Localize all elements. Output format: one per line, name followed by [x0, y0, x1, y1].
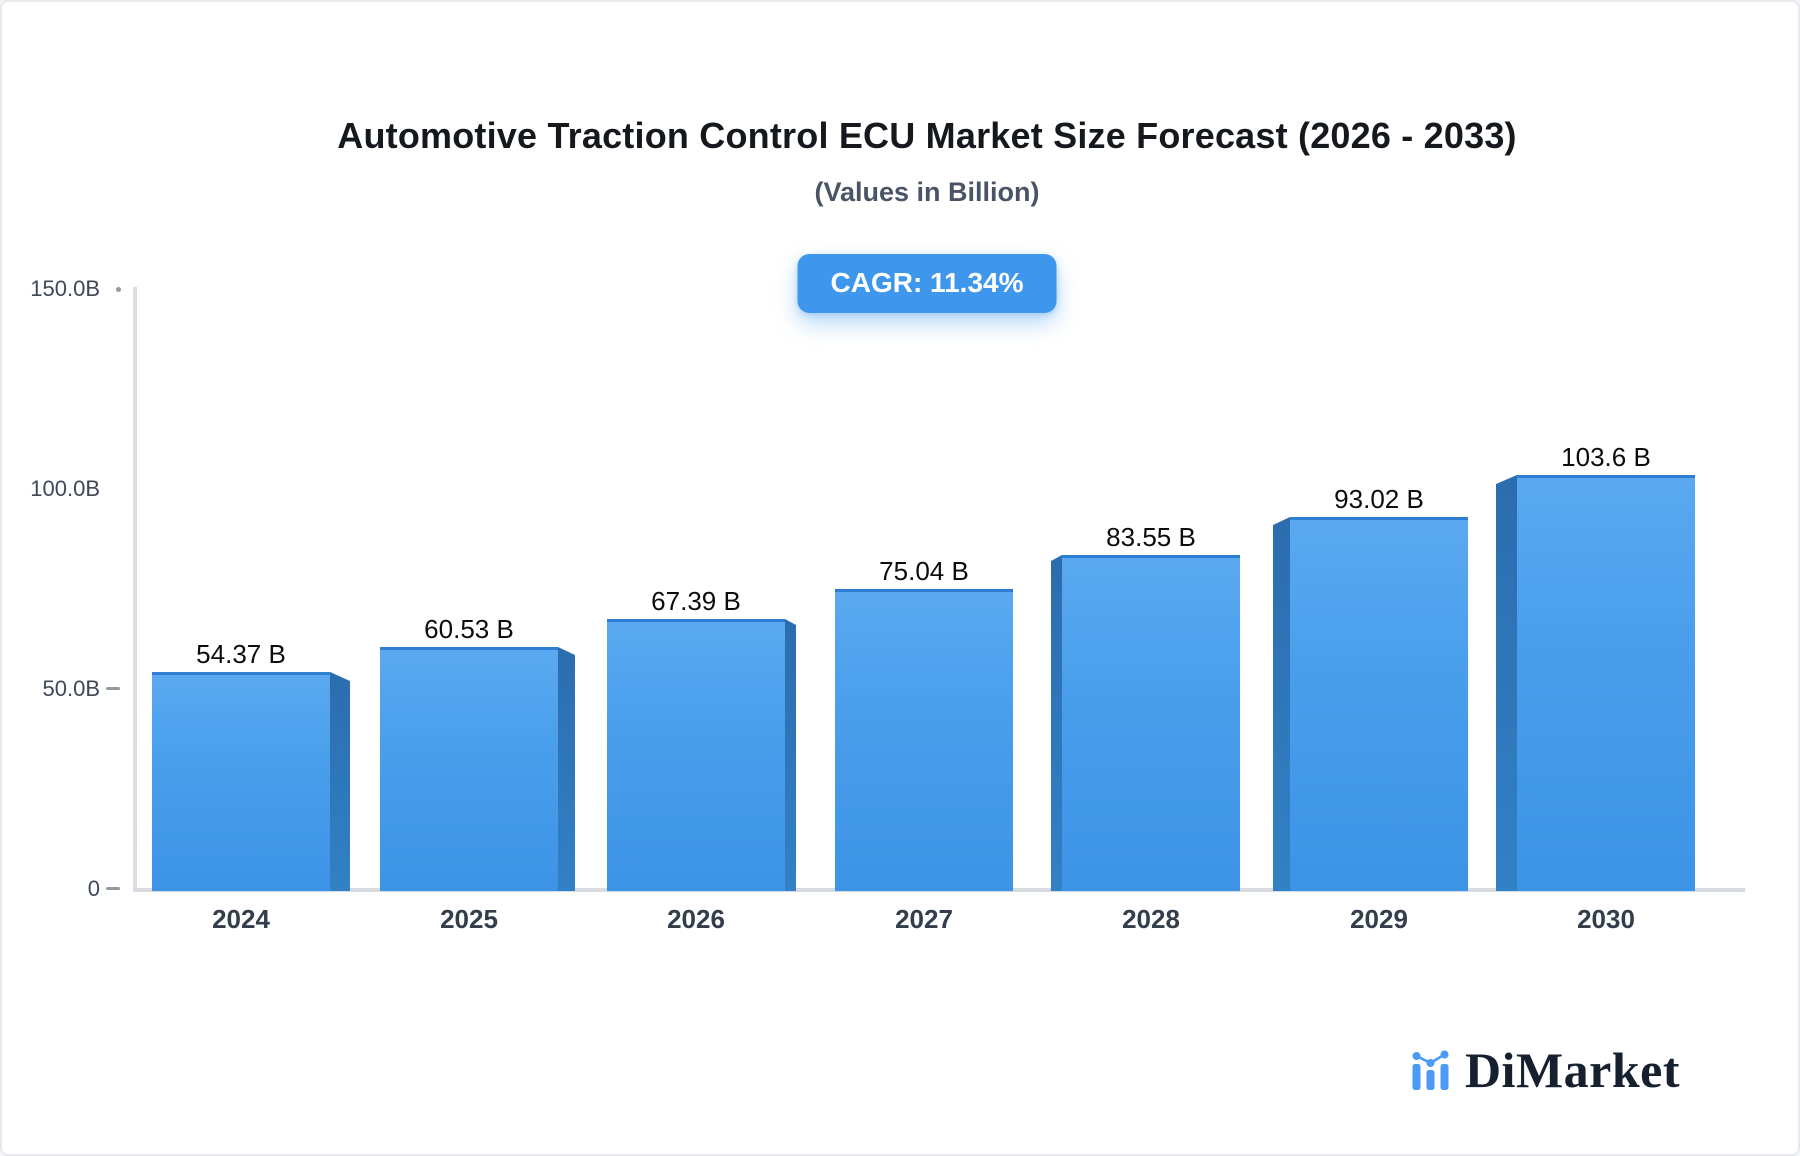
bar-chart-logo-icon	[1412, 1050, 1449, 1090]
bar	[1290, 517, 1468, 891]
x-axis-label: 2025	[440, 904, 498, 934]
bar-value-label: 67.39 B	[651, 586, 741, 616]
bar	[152, 672, 330, 891]
bar-side-face	[330, 672, 350, 891]
cagr-badge: CAGR: 11.34%	[797, 254, 1057, 313]
x-axis-label: 2026	[667, 904, 725, 934]
y-axis-line	[133, 287, 137, 892]
bar	[835, 589, 1013, 891]
brand-logo: DiMarket	[1412, 1044, 1680, 1096]
bar-value-label: 83.55 B	[1106, 522, 1196, 552]
bar	[1062, 555, 1240, 891]
y-axis-tick-mark	[106, 887, 120, 890]
x-axis-label: 2030	[1577, 904, 1635, 934]
x-axis-label: 2027	[895, 904, 953, 934]
chart-subtitle: (Values in Billion)	[814, 177, 1040, 207]
bar-side-face	[785, 619, 796, 891]
y-axis-tick-mark	[106, 687, 120, 690]
bar-value-label: 54.37 B	[196, 639, 286, 669]
bar-side-face	[1273, 517, 1290, 891]
x-axis-label: 2024	[212, 904, 270, 934]
bar-value-label: 103.6 B	[1561, 442, 1651, 472]
y-axis-tick-mark	[116, 287, 121, 292]
x-axis-label: 2029	[1350, 904, 1408, 934]
y-axis-tick-label: 50.0B	[42, 676, 101, 701]
bar-value-label: 75.04 B	[879, 556, 969, 586]
bar-value-label: 60.53 B	[424, 614, 514, 644]
y-axis-tick-label: 0	[87, 876, 100, 901]
bar	[607, 619, 785, 891]
bar-value-label: 93.02 B	[1334, 484, 1424, 514]
y-axis-tick-label: 150.0B	[30, 276, 100, 301]
bar-side-face	[1496, 475, 1517, 891]
bar	[1517, 475, 1695, 891]
bar-side-face	[558, 647, 575, 891]
bar-side-face	[1051, 555, 1062, 891]
y-axis-tick-label: 100.0B	[30, 476, 100, 501]
bar	[380, 647, 558, 891]
brand-name: DiMarket	[1464, 1042, 1680, 1098]
chart-title: Automotive Traction Control ECU Market S…	[337, 115, 1517, 156]
x-axis-label: 2028	[1122, 904, 1180, 934]
